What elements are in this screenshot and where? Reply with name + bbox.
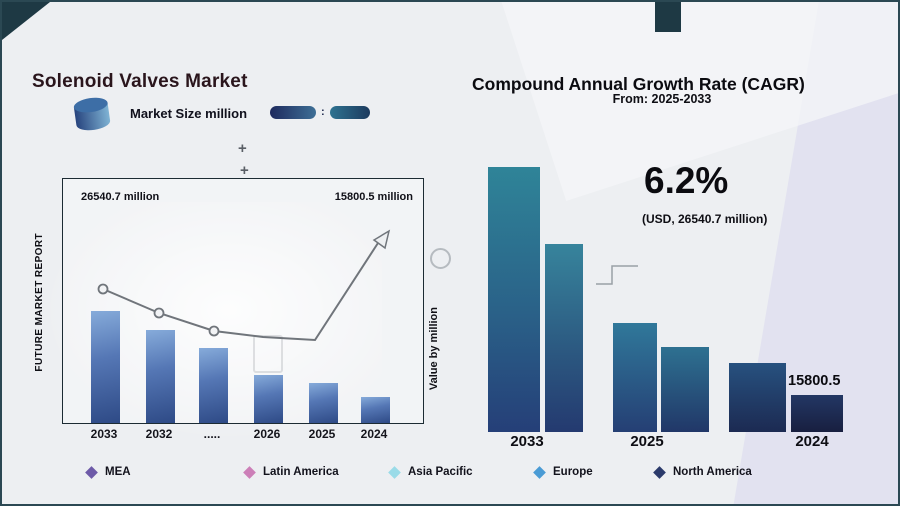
market-bar-2024: [361, 397, 390, 423]
top-strip-decoration: [655, 2, 681, 32]
legend-item-mea: MEA: [85, 465, 131, 479]
cagr-note: (USD, 26540.7 million): [642, 212, 768, 226]
cagr-title: Compound Annual Growth Rate (CAGR): [472, 73, 805, 94]
plus-mark-bottom: +: [240, 162, 249, 179]
cagr-subtitle: From: 2025-2033: [612, 92, 712, 106]
legend-item-europe: Europe: [533, 465, 593, 479]
legend-diamond-icon: [85, 465, 98, 479]
cagr-bar-2033-1: [488, 167, 540, 432]
plus-mark-top: +: [238, 140, 247, 157]
pill-separator: :: [321, 106, 325, 118]
market-bar-2025: [309, 383, 338, 423]
min-value-label: 15800.5 million: [334, 191, 413, 203]
cagr-bar-2024-2: [791, 395, 843, 432]
legend-label: Latin America: [263, 466, 339, 478]
cagr-bar-2025-2: [661, 347, 709, 432]
database-cylinder-icon: [66, 96, 118, 137]
legend-label: Europe: [553, 466, 593, 478]
pill-right: [329, 106, 370, 119]
market-bar-2026: [254, 375, 283, 423]
market-size-chart: 26540.7 million 15800.5 million: [62, 178, 424, 424]
market-bar-.....: [199, 348, 228, 423]
region-legend: MEA Latin America Asia Pacific Europe North …: [2, 464, 898, 488]
market-bar-2032: [146, 330, 175, 423]
x-label-2025: 2025: [308, 427, 336, 441]
market-size-x-axis: 2033 2032..... 2026 2025 2024: [62, 427, 422, 447]
market-size-label: Market Size million: [130, 106, 248, 121]
legend-diamond-icon: [533, 465, 546, 479]
legend-diamond-icon: [243, 465, 256, 479]
step-line-decoration: [596, 265, 638, 285]
left-y-axis-label: FUTURE MARKET REPORT: [30, 184, 48, 420]
value-annotation: 15800.5: [788, 373, 841, 389]
legend-item-asia-pacific: Asia Pacific: [388, 465, 473, 479]
right-y-axis-text: Value by million: [428, 307, 440, 391]
cagr-value: 6.2%: [644, 160, 729, 201]
market-bar-2033: [91, 311, 120, 423]
cagr-x-label-2024: 2024: [795, 433, 829, 450]
cagr-bar-2024-1: [729, 363, 786, 432]
x-label-2032: 2032: [145, 427, 173, 441]
legend-label: MEA: [105, 466, 131, 478]
x-label-2024: 2024: [360, 427, 388, 441]
cagr-x-label-2033: 2033: [510, 433, 544, 450]
cagr-bar-2033-2: [545, 244, 583, 432]
document-ghost-icon: [253, 335, 283, 373]
pill-decoration: :: [270, 106, 370, 119]
circle-ghost-icon: [430, 248, 451, 269]
legend-label: North America: [673, 466, 752, 478]
right-y-axis-label: Value by million: [426, 290, 442, 408]
legend-item-north-america: North America: [653, 465, 752, 479]
legend-diamond-icon: [653, 465, 666, 479]
x-label-2033: 2033: [90, 427, 118, 441]
cagr-x-label-2025: 2025: [630, 433, 664, 450]
x-label-2026: 2026: [253, 427, 281, 441]
corner-triangle-decoration: [2, 2, 50, 40]
max-value-label: 26540.7 million: [81, 191, 160, 203]
cagr-bar-2025-1: [613, 323, 657, 432]
cagr-bars: [472, 152, 862, 432]
legend-diamond-icon: [388, 465, 401, 479]
pill-left: [270, 106, 316, 119]
left-y-axis-text: FUTURE MARKET REPORT: [33, 232, 45, 372]
x-label-.....: .....: [203, 427, 221, 441]
legend-item-latin-america: Latin America: [243, 465, 339, 479]
cagr-x-axis: 2033 2025 2024: [472, 433, 862, 455]
legend-label: Asia Pacific: [408, 466, 473, 478]
page-title: Solenoid Valves Market: [32, 70, 248, 92]
